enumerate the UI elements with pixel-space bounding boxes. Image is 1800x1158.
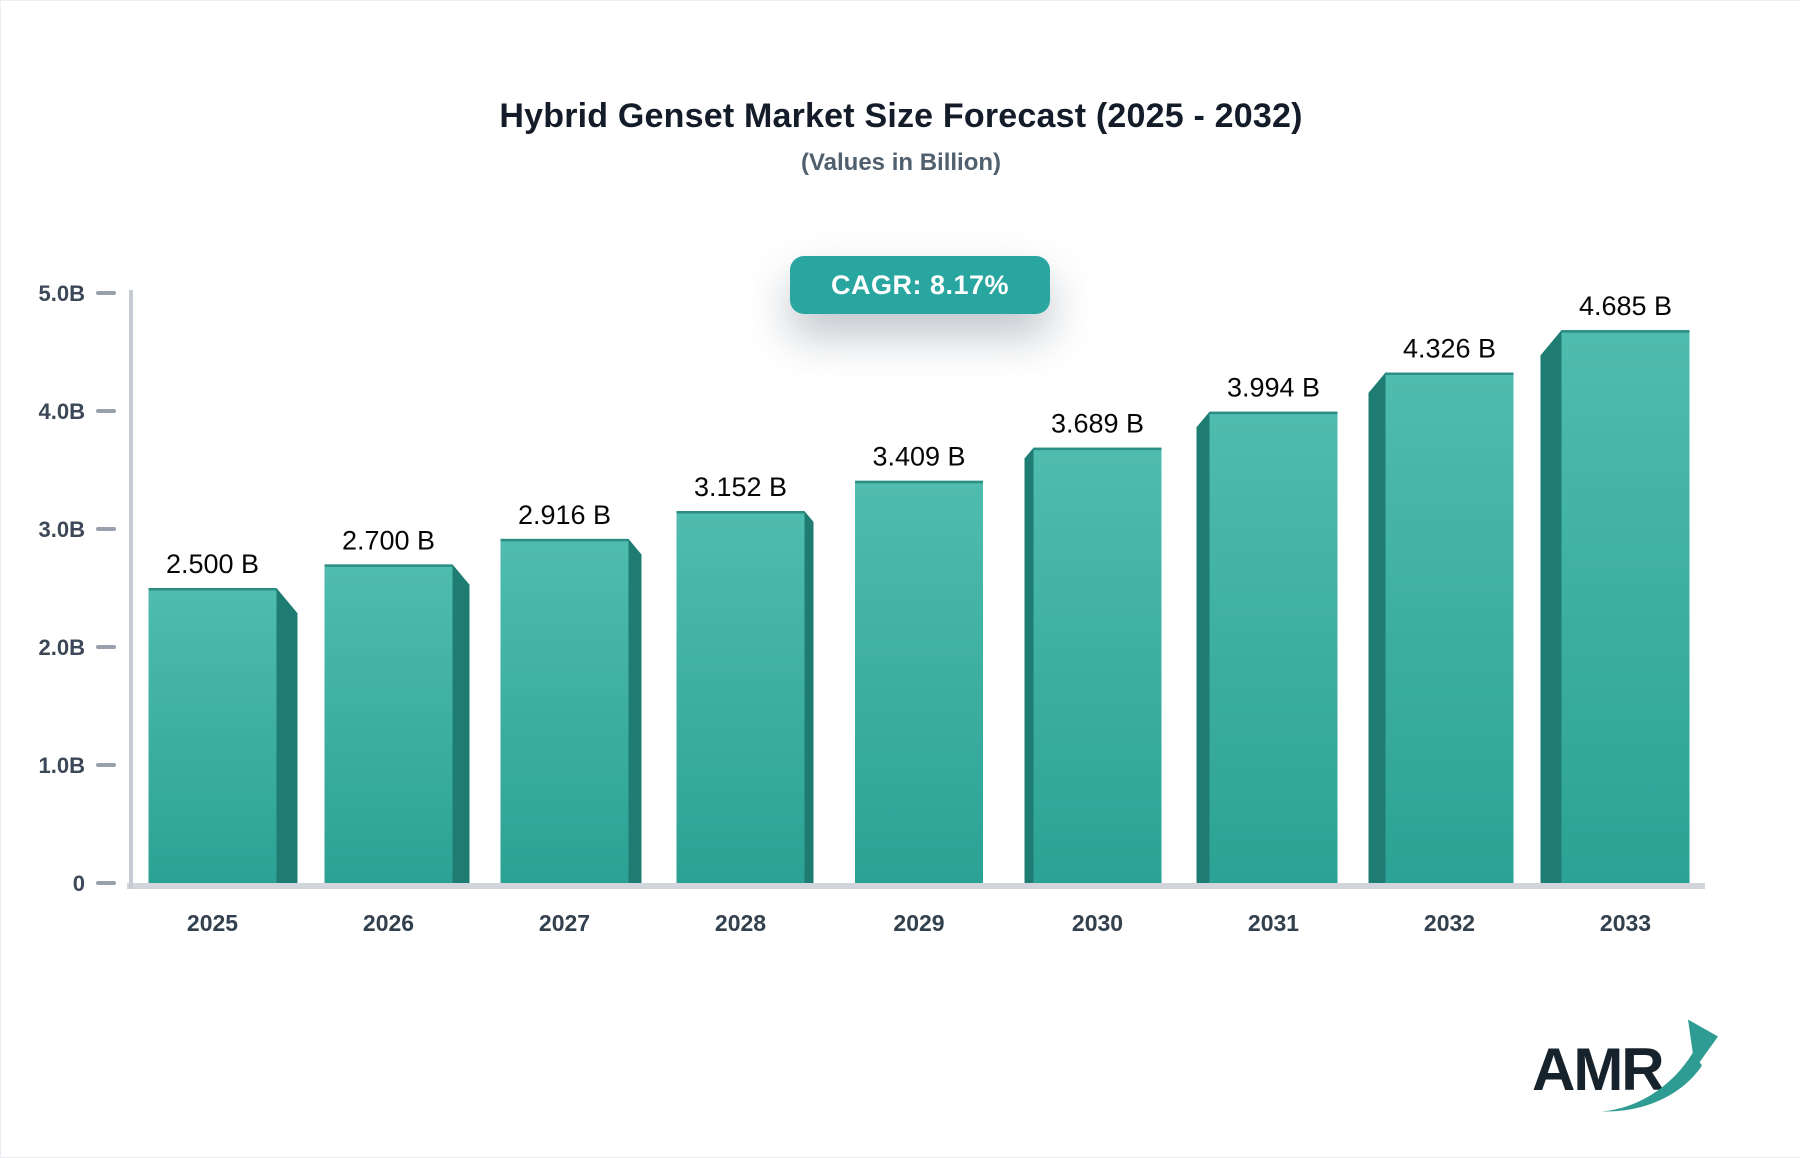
bar-2031: [1209, 411, 1338, 883]
bar-side-2027: [628, 538, 642, 883]
bar-value-label: 3.994 B: [1227, 373, 1320, 403]
x-axis-label: 2032: [1424, 910, 1475, 936]
y-tick-label: 5.0B: [39, 281, 85, 306]
bar-2025: [148, 588, 277, 883]
bar-2029: [855, 480, 983, 883]
x-axis-label: 2026: [363, 910, 414, 936]
y-tick-label: 1.0B: [39, 753, 85, 778]
y-tick-mark: [96, 291, 116, 295]
x-axis-label: 2028: [715, 910, 766, 936]
amr-logo-text: AMR: [1532, 1036, 1665, 1103]
bar-side-2033: [1540, 330, 1562, 883]
y-tick-mark: [96, 645, 116, 649]
bar-2027: [500, 538, 629, 883]
x-axis-label: 2033: [1600, 910, 1651, 936]
x-axis-label: 2025: [187, 910, 238, 936]
y-tick-label: 4.0B: [39, 399, 85, 424]
y-axis-line: [129, 290, 133, 889]
bar-value-label: 3.689 B: [1051, 409, 1144, 439]
x-axis-label: 2029: [893, 910, 944, 936]
bar-2028: [676, 511, 805, 883]
x-axis-line: [127, 883, 1705, 889]
x-axis-label: 2031: [1248, 910, 1299, 936]
bar-value-label: 4.685 B: [1579, 291, 1672, 321]
page-subtitle: (Values in Billion): [800, 149, 1002, 176]
bar-2032: [1385, 372, 1514, 883]
y-tick-mark: [96, 527, 116, 531]
cagr-badge: CAGR: 8.17%: [790, 256, 1050, 314]
cagr-badge-label: CAGR: 8.17%: [830, 269, 1010, 300]
y-tick-label: 0: [73, 871, 85, 896]
y-tick-label: 2.0B: [39, 635, 85, 660]
x-axis-label: 2027: [539, 910, 590, 936]
amr-logo: AMR: [1526, 1019, 1726, 1131]
y-tick-mark: [96, 763, 116, 767]
page-title: Hybrid Genset Market Size Forecast (2025…: [499, 97, 1303, 135]
growth-arrow-icon: [1602, 1019, 1718, 1112]
bar-value-label: 2.700 B: [342, 525, 435, 555]
bar-side-2032: [1368, 372, 1386, 883]
bar-2026: [324, 564, 453, 883]
bar-side-2030: [1024, 447, 1034, 883]
bar-value-label: 2.500 B: [166, 549, 259, 579]
bar-side-2031: [1196, 411, 1210, 883]
bar-value-label: 4.326 B: [1403, 334, 1496, 364]
bar-side-2025: [276, 588, 298, 883]
bar-2033: [1561, 330, 1690, 883]
y-tick-mark: [96, 881, 116, 885]
bar-side-2026: [452, 564, 470, 883]
x-axis-label: 2030: [1072, 910, 1123, 936]
y-tick-mark: [96, 409, 116, 413]
bar-2030: [1033, 447, 1162, 883]
y-tick-label: 3.0B: [39, 517, 85, 542]
bar-value-label: 3.152 B: [694, 472, 787, 502]
bar-side-2028: [804, 511, 814, 883]
bar-value-label: 2.916 B: [518, 500, 611, 530]
bar-value-label: 3.409 B: [872, 442, 965, 472]
